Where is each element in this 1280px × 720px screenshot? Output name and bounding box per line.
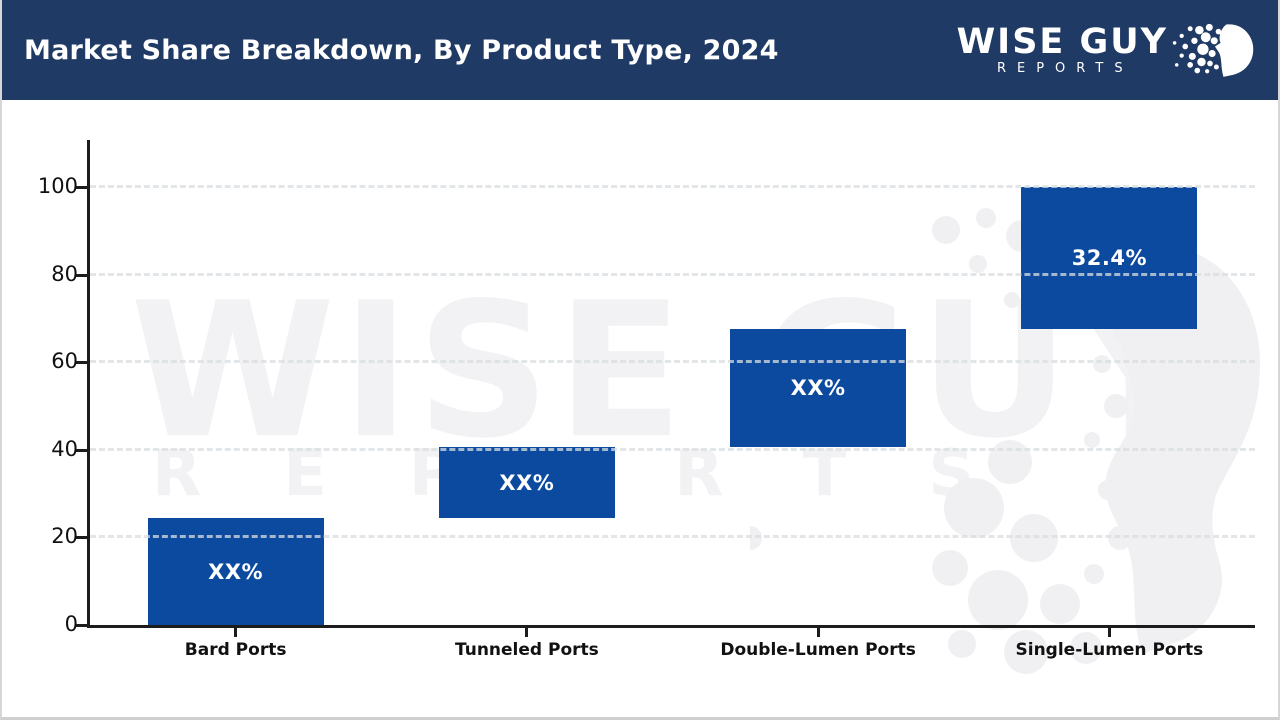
chart-title: Market Share Breakdown, By Product Type,… <box>24 34 779 66</box>
y-tick-label: 60 <box>51 349 78 374</box>
bar-value-label: 32.4% <box>1071 245 1148 270</box>
x-category-label: Double-Lumen Ports <box>720 640 916 660</box>
x-category-label: Bard Ports <box>184 640 287 660</box>
bar-value-label: XX% <box>790 376 846 401</box>
y-tick-label: 40 <box>51 436 78 461</box>
x-tick-mark <box>816 628 820 637</box>
logo-subtitle-text: REPORTS <box>996 61 1134 77</box>
bar-value-label: XX% <box>208 559 264 584</box>
bar-single-lumen-ports: 32.4% <box>1021 187 1198 329</box>
y-tick-mark <box>76 624 87 627</box>
gridline-100 <box>90 185 1255 188</box>
y-tick-mark <box>76 361 87 365</box>
y-tick-label: 80 <box>51 261 78 286</box>
y-tick-label: 100 <box>37 174 78 198</box>
logo-face-icon <box>1172 23 1254 77</box>
y-tick-mark <box>76 273 87 277</box>
wiseguy-logo: WISE GUY REPORTS <box>957 10 1256 90</box>
gridline-40 <box>90 447 1255 451</box>
y-axis-line <box>87 140 90 628</box>
bar-tunneled-ports: XX% <box>438 447 615 519</box>
gridline-60 <box>90 360 1255 364</box>
bar-double-lumen-ports: XX% <box>730 328 907 448</box>
gridline-80 <box>90 272 1255 276</box>
x-tick-mark <box>525 628 529 637</box>
bar-value-label: XX% <box>499 470 555 495</box>
y-tick-mark <box>76 186 87 189</box>
x-category-label: Single-Lumen Ports <box>1015 640 1204 660</box>
x-tick-mark <box>1107 628 1111 637</box>
logo-name-text: WISE GUY <box>956 21 1168 62</box>
gridline-20 <box>90 535 1255 539</box>
x-category-label: Tunneled Ports <box>454 640 599 660</box>
x-tick-mark <box>234 628 238 637</box>
y-tick-mark <box>76 448 87 452</box>
y-tick-mark <box>76 536 87 540</box>
y-tick-label: 0 <box>64 612 78 636</box>
header-bar: Market Share Breakdown, By Product Type,… <box>2 0 1278 100</box>
bar-bard-ports: XX% <box>147 518 324 625</box>
y-tick-label: 20 <box>51 524 78 549</box>
x-axis-line <box>87 625 1255 628</box>
logo-wordmark: WISE GUY REPORTS <box>956 21 1168 77</box>
